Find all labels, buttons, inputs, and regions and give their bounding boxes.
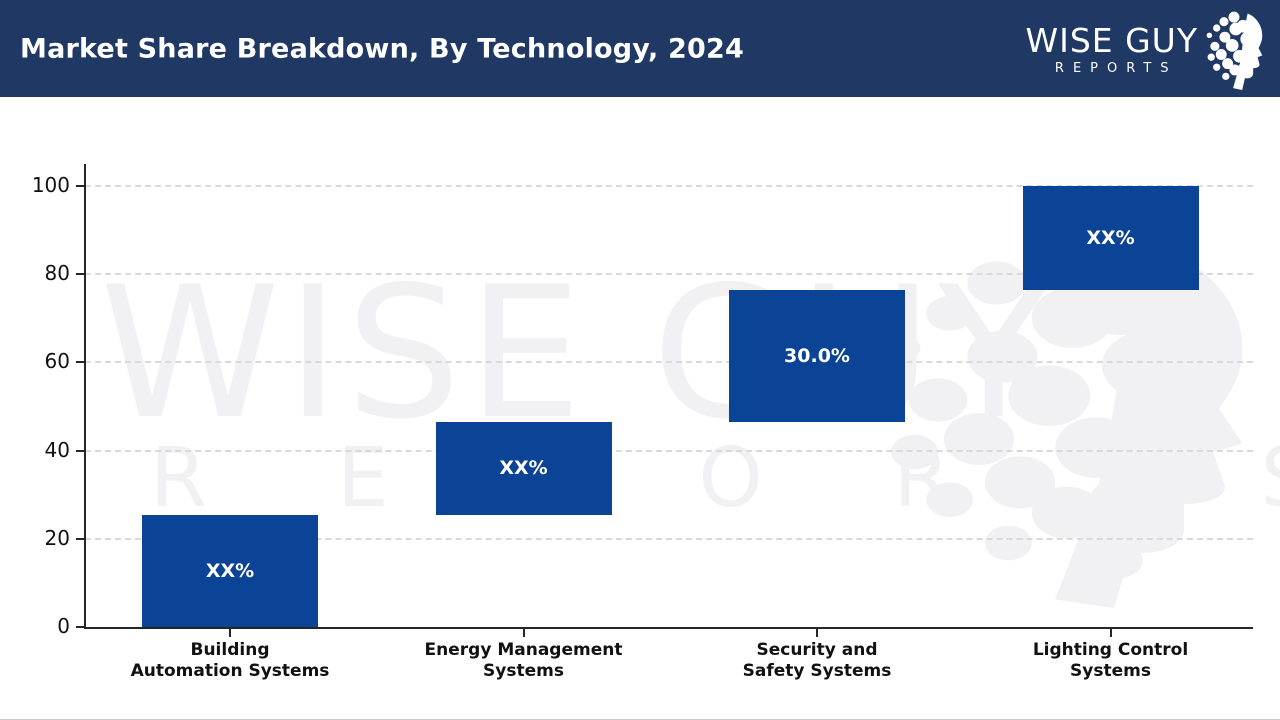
logo-brand-sub: REPORTS bbox=[1054, 60, 1178, 76]
wiseguy-logo: WISE GUY REPORTS bbox=[1025, 6, 1266, 92]
x-tick-mark-building-automation-systems bbox=[229, 629, 231, 637]
chart-title: Market Share Breakdown, By Technology, 2… bbox=[20, 33, 745, 64]
gridline-100 bbox=[85, 185, 1253, 187]
y-tick-label-100: 100 bbox=[31, 173, 70, 197]
bar-value-label-energy-management-systems: XX% bbox=[499, 457, 548, 480]
bar-value-label-lighting-control-systems: XX% bbox=[1086, 226, 1135, 249]
y-tick-label-60: 60 bbox=[44, 349, 70, 374]
gridline-40 bbox=[85, 449, 1253, 452]
y-tick-mark-80 bbox=[76, 273, 85, 276]
wiseguy-logo-text: WISE GUY REPORTS bbox=[1025, 20, 1198, 76]
y-tick-label-0: 0 bbox=[57, 614, 70, 638]
y-tick-mark-20 bbox=[76, 537, 85, 540]
x-tick-label-security-and-safety-systems: Security and Safety Systems bbox=[742, 640, 892, 681]
bar-value-label-building-automation-systems: XX% bbox=[205, 559, 255, 582]
bar-building-automation-systems: XX% bbox=[142, 514, 318, 627]
y-tick-mark-0 bbox=[76, 626, 85, 628]
bar-security-and-safety-systems: 30.0% bbox=[729, 289, 905, 422]
y-tick-label-20: 20 bbox=[44, 525, 70, 550]
gridline-20 bbox=[85, 537, 1253, 540]
bar-value-label-security-and-safety-systems: 30.0% bbox=[784, 344, 850, 367]
gridline-80 bbox=[85, 273, 1253, 276]
bar-lighting-control-systems: XX% bbox=[1022, 186, 1199, 290]
wiseguy-head-icon bbox=[1206, 11, 1263, 90]
y-tick-mark-40 bbox=[76, 449, 85, 452]
y-tick-mark-100 bbox=[76, 185, 85, 187]
x-tick-mark-energy-management-systems bbox=[522, 629, 525, 637]
x-tick-label-building-automation-systems: Building Automation Systems bbox=[130, 640, 330, 681]
x-tick-label-lighting-control-systems: Lighting Control Systems bbox=[1032, 640, 1189, 681]
x-tick-mark-lighting-control-systems bbox=[1109, 629, 1112, 637]
y-tick-label-80: 80 bbox=[44, 261, 70, 286]
y-axis-line bbox=[84, 163, 86, 629]
y-tick-label-40: 40 bbox=[44, 437, 70, 462]
x-axis-line bbox=[84, 627, 1253, 629]
bar-energy-management-systems: XX% bbox=[435, 421, 612, 515]
x-tick-label-energy-management-systems: Energy Management Systems bbox=[424, 640, 623, 681]
x-tick-mark-security-and-safety-systems bbox=[816, 629, 818, 637]
gridline-60 bbox=[85, 361, 1253, 364]
header-bar: Market Share Breakdown, By Technology, 2… bbox=[0, 0, 1280, 97]
y-tick-mark-60 bbox=[76, 361, 85, 364]
logo-brand-name: WISE GUY bbox=[1025, 20, 1198, 60]
